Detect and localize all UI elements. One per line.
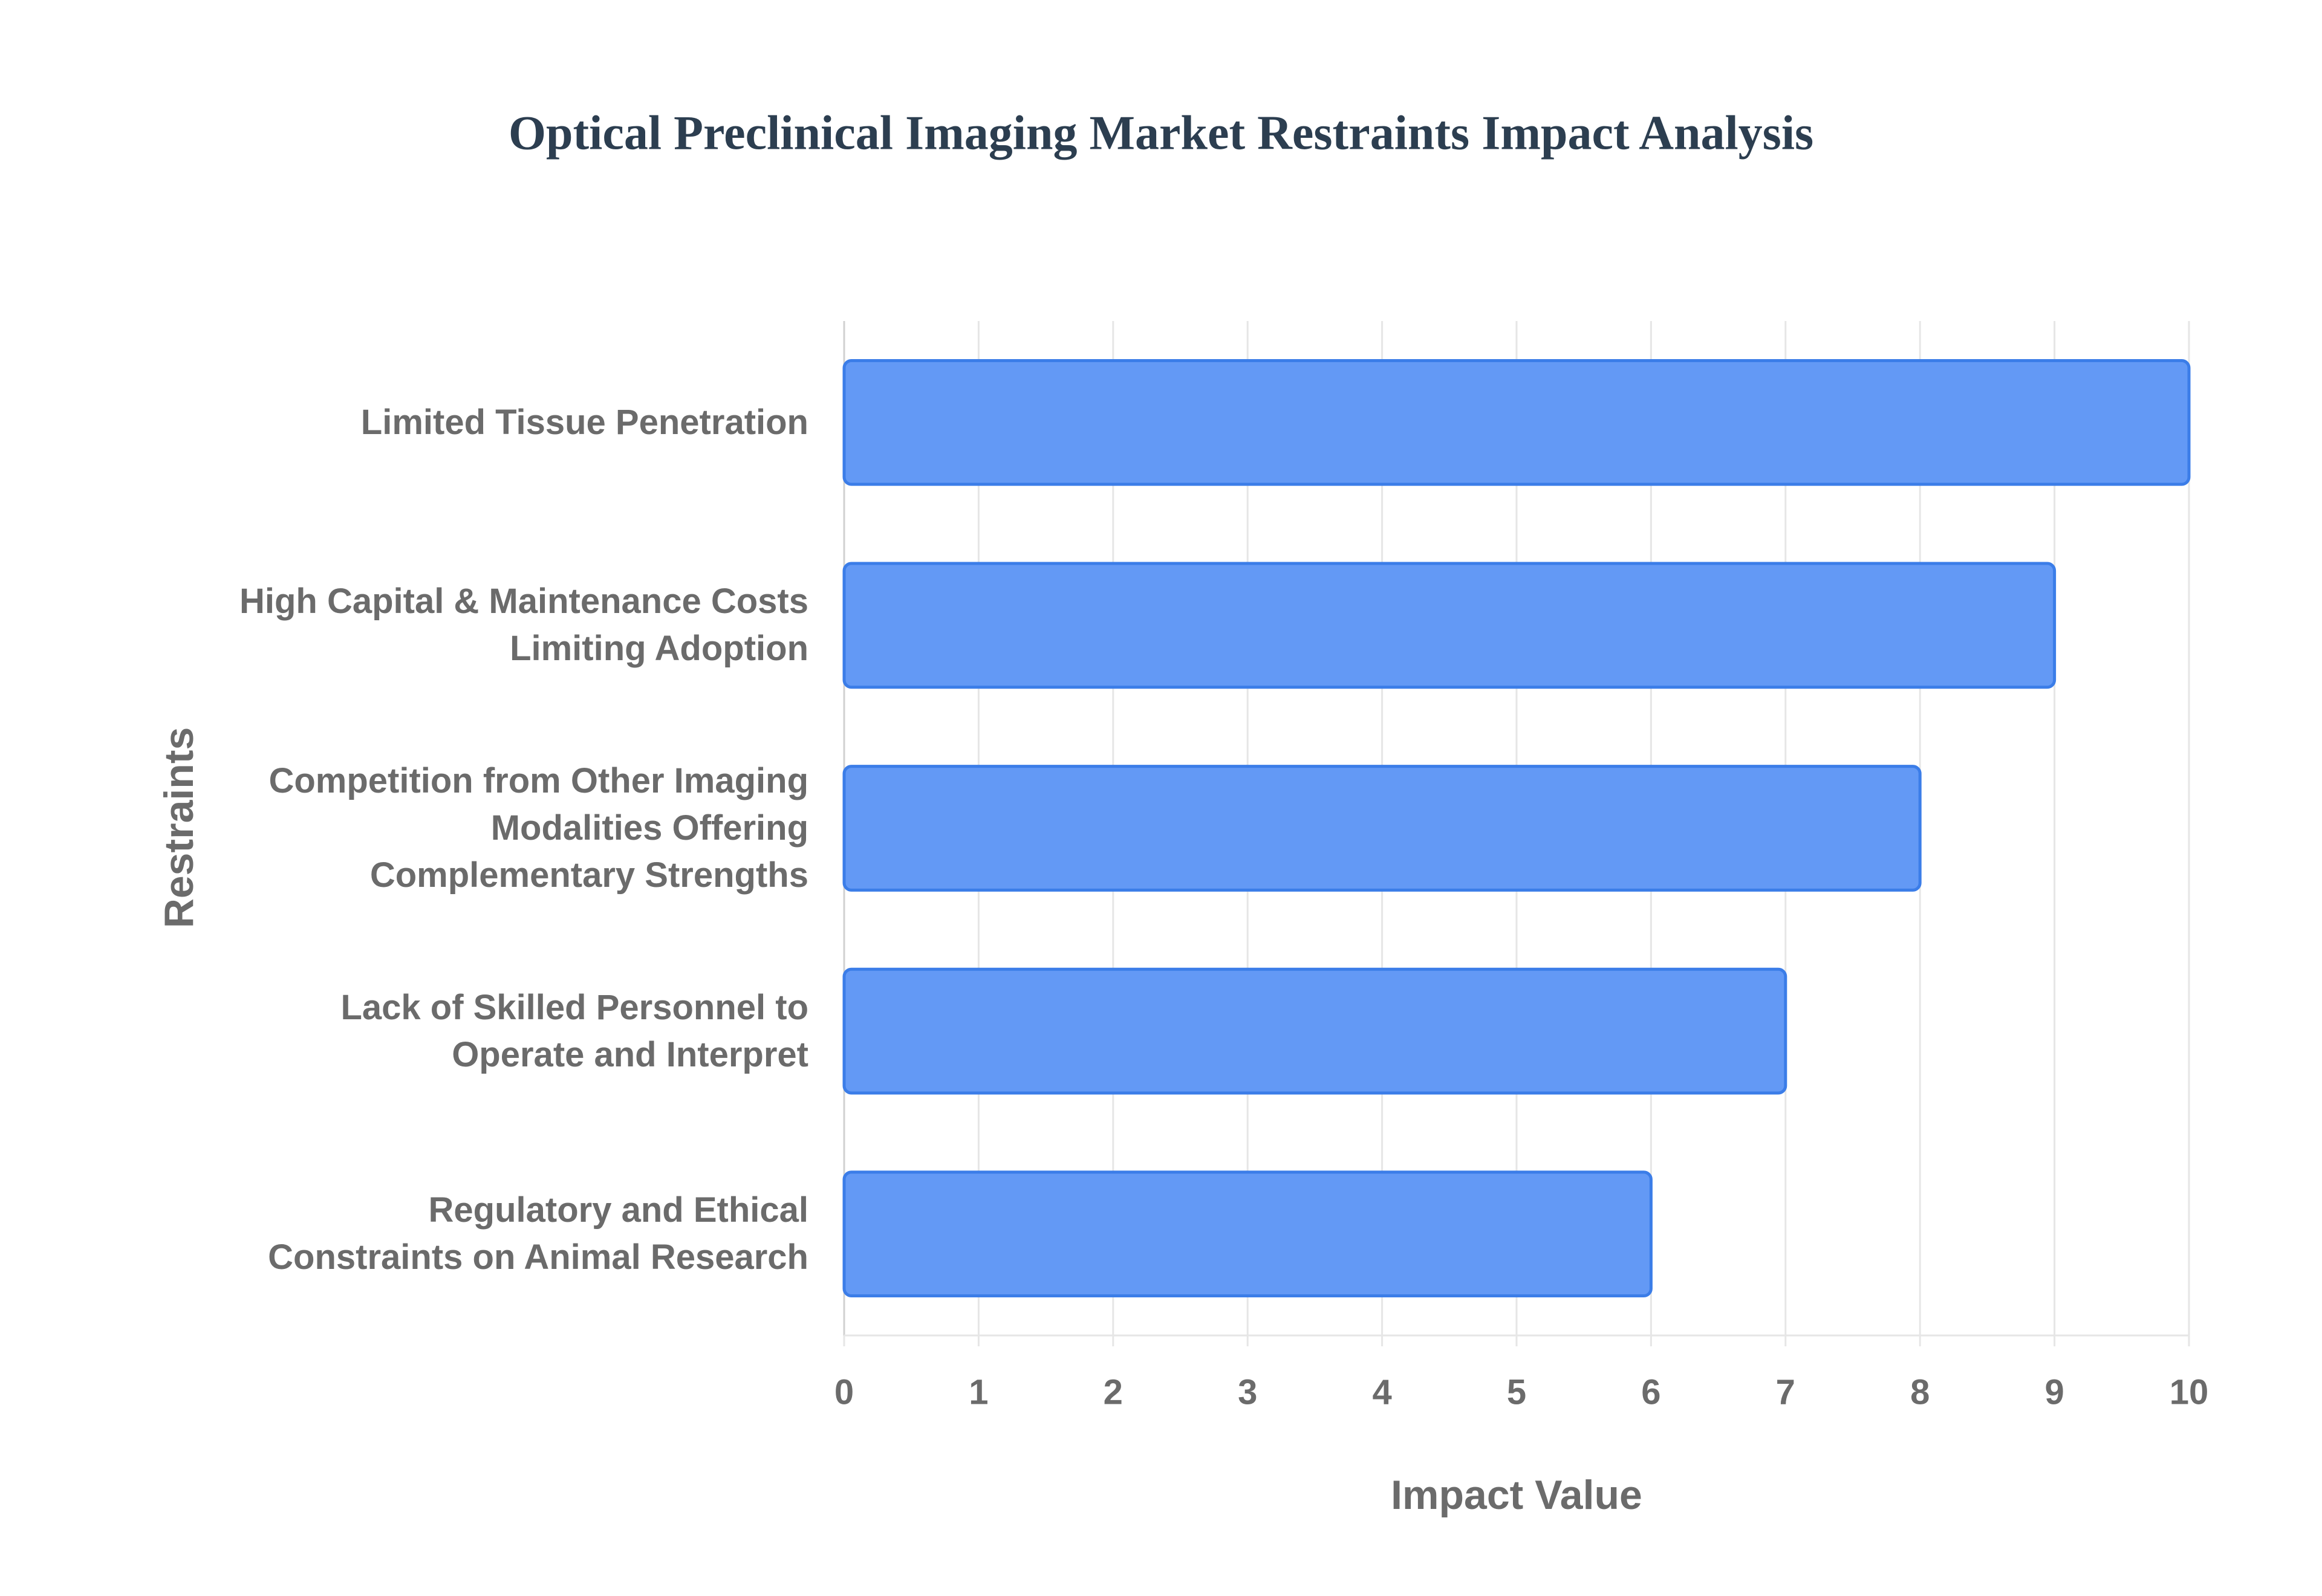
x-tick-label: 7	[1776, 1372, 1795, 1412]
y-tick-label: Limited Tissue Penetration	[360, 402, 808, 442]
x-tick-label: 5	[1507, 1372, 1526, 1412]
bar	[842, 562, 2057, 689]
y-axis-title: Restraints	[156, 727, 202, 929]
y-tick-label: Competition from Other Imaging Modalitie…	[268, 761, 808, 895]
bar	[842, 1170, 1653, 1298]
x-tick-label: 10	[2170, 1372, 2209, 1412]
bar	[842, 358, 2191, 486]
x-axis-title: Impact Value	[1391, 1472, 1642, 1518]
x-tick-label: 4	[1372, 1372, 1391, 1412]
y-tick-label: High Capital & Maintenance Costs Limitin…	[239, 582, 808, 669]
x-tick-label: 6	[1641, 1372, 1660, 1412]
bar	[842, 765, 1922, 892]
x-tick-label: 3	[1238, 1372, 1257, 1412]
y-tick-label: Regulatory and Ethical Constraints on An…	[268, 1190, 808, 1277]
x-tick-label: 2	[1104, 1372, 1123, 1412]
x-tick-label: 0	[834, 1372, 854, 1412]
x-tick-label: 9	[2044, 1372, 2064, 1412]
bar	[842, 967, 1787, 1095]
x-tick-label: 1	[969, 1372, 988, 1412]
chart-title: Optical Preclinical Imaging Market Restr…	[509, 106, 1813, 160]
x-tick-label: 8	[1910, 1372, 1930, 1412]
y-tick-label: Lack of Skilled Personnel to Operate and…	[340, 987, 808, 1074]
